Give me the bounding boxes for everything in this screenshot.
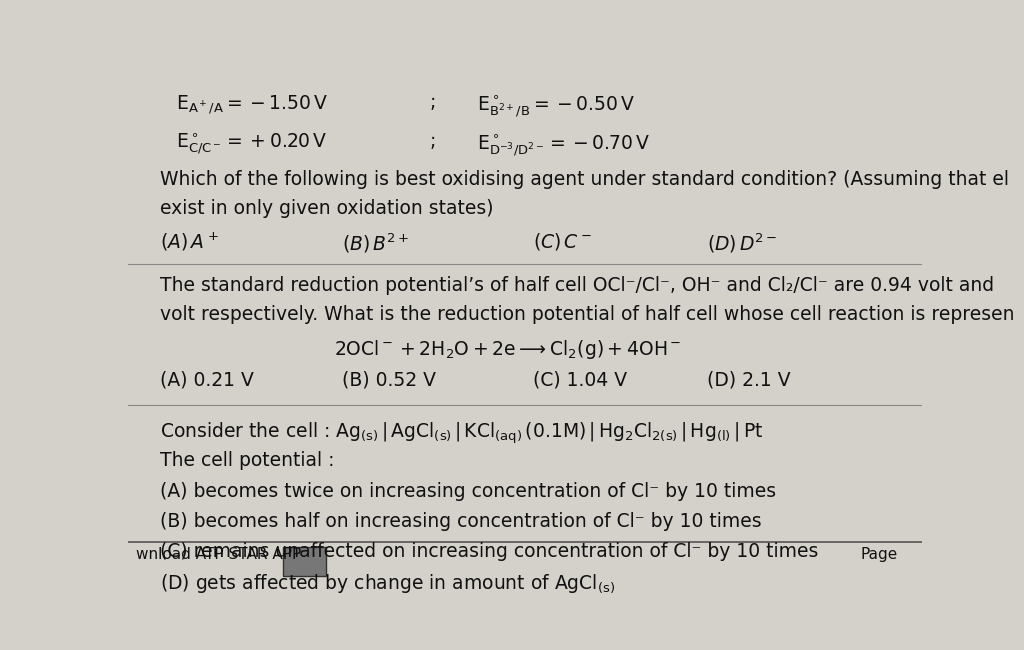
Text: (C) remains unaffected on increasing concentration of Cl⁻ by 10 times: (C) remains unaffected on increasing con…: [160, 543, 818, 562]
Text: (A) 0.21 V: (A) 0.21 V: [160, 370, 254, 389]
Text: The cell potential :: The cell potential :: [160, 451, 334, 471]
Text: volt respectively. What is the reduction potential of half cell whose cell react: volt respectively. What is the reduction…: [160, 306, 1014, 324]
Text: $\mathrm{E^\circ_{C/C^-} = +0.20\,V}$: $\mathrm{E^\circ_{C/C^-} = +0.20\,V}$: [176, 132, 328, 157]
Text: ;: ;: [430, 93, 436, 112]
Text: (D) gets affected by change in amount of $\mathrm{AgCl_{(s)}}$: (D) gets affected by change in amount of…: [160, 573, 615, 595]
Text: $(D)\,D^{2-}$: $(D)\,D^{2-}$: [708, 231, 777, 255]
Text: ;: ;: [430, 132, 436, 151]
Text: $\mathrm{E_{A^+/A} = -1.50\,V}$: $\mathrm{E_{A^+/A} = -1.50\,V}$: [176, 93, 328, 116]
Text: $(A)\,A^+$: $(A)\,A^+$: [160, 231, 218, 254]
Text: $\mathrm{E^\circ_{D^{-3}/D^{2-}} = -0.70\,V}$: $\mathrm{E^\circ_{D^{-3}/D^{2-}} = -0.70…: [477, 132, 650, 159]
Text: $\mathrm{E^\circ_{B^{2+}/B} = -0.50\,V}$: $\mathrm{E^\circ_{B^{2+}/B} = -0.50\,V}$: [477, 93, 635, 120]
Text: exist in only given oxidation states): exist in only given oxidation states): [160, 199, 494, 218]
Text: Which of the following is best oxidising agent under standard condition? (Assumi: Which of the following is best oxidising…: [160, 170, 1009, 188]
Text: The standard reduction potential’s of half cell OCl⁻/Cl⁻, OH⁻ and Cl₂/Cl⁻ are 0.: The standard reduction potential’s of ha…: [160, 276, 994, 295]
Text: $\mathrm{2OCl^- + 2H_2O + 2e \longrightarrow Cl_2(g) + 4OH^-}$: $\mathrm{2OCl^- + 2H_2O + 2e \longrighta…: [334, 338, 682, 361]
Text: (C) 1.04 V: (C) 1.04 V: [532, 370, 627, 389]
Text: Page: Page: [860, 547, 898, 562]
Text: $(C)\,C^-$: $(C)\,C^-$: [532, 231, 592, 252]
Bar: [283, 547, 327, 576]
Text: (B) becomes half on increasing concentration of Cl⁻ by 10 times: (B) becomes half on increasing concentra…: [160, 512, 762, 532]
Text: (B) 0.52 V: (B) 0.52 V: [342, 370, 436, 389]
Text: (A) becomes twice on increasing concentration of Cl⁻ by 10 times: (A) becomes twice on increasing concentr…: [160, 482, 776, 501]
Text: Consider the cell : $\mathrm{Ag_{(s)}\,|\,AgCl_{(s)}\,|\,KCl_{(aq)}\,(0.1M)\,|\,: Consider the cell : $\mathrm{Ag_{(s)}\,|…: [160, 421, 763, 446]
Text: $(B)\,B^{2+}$: $(B)\,B^{2+}$: [342, 231, 410, 255]
Text: wnload ATP STAR APP: wnload ATP STAR APP: [136, 547, 301, 562]
Text: (D) 2.1 V: (D) 2.1 V: [708, 370, 791, 389]
